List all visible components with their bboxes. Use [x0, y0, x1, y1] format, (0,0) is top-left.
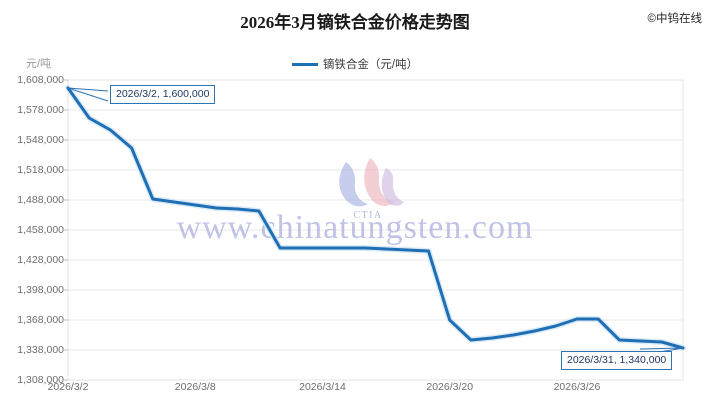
- series-line: [66, 86, 685, 350]
- x-axis-tick-label: 2026/3/26: [553, 381, 601, 393]
- y-axis-title: 元/吨: [26, 58, 52, 70]
- legend-series-label: 镝铁合金（元/吨）: [322, 59, 419, 71]
- copyright-notice: ©中钨在线: [647, 13, 702, 25]
- y-axis-tick-labels: 1,608,000 1,578,000 1,548,000 1,518,000 1,48…: [0, 0, 64, 402]
- y-axis-tick-label: 1,548,000: [17, 134, 64, 146]
- y-axis-tick-label: 1,458,000: [17, 224, 64, 236]
- legend-color-swatch: [291, 62, 318, 66]
- y-axis-tick-label: 1,608,000: [17, 74, 64, 86]
- y-axis-tick-label: 1,488,000: [17, 194, 64, 206]
- y-axis-tick-label: 1,338,000: [17, 344, 64, 356]
- y-axis-tick-label: 1,428,000: [17, 254, 64, 266]
- first-point-callout[interactable]: 2026/3/2, 1,600,000: [110, 85, 216, 104]
- y-axis-tick-label: 1,368,000: [17, 314, 64, 326]
- y-axis-tick-label: 1,578,000: [17, 104, 64, 116]
- x-axis-tick-label: 2026/3/20: [426, 381, 474, 393]
- series-line-halo: [65, 85, 686, 351]
- page-title: 2026年3月镝铁合金价格走势图: [240, 13, 470, 32]
- x-axis-tick-label: 2026/3/14: [299, 381, 346, 393]
- chart-legend: 镝铁合金（元/吨）: [0, 56, 710, 72]
- y-axis-tick-label: 1,518,000: [17, 164, 64, 176]
- y-axis-tick-marks: [64, 79, 68, 381]
- x-axis-tick-label: 2026/3/8: [174, 381, 216, 393]
- y-axis-tick-label: 1,308,000: [17, 374, 64, 386]
- first-point-leader-line: [67, 87, 109, 102]
- last-point-callout[interactable]: 2026/3/31, 1,340,000: [561, 351, 673, 370]
- y-axis-tick-label: 1,398,000: [17, 284, 64, 296]
- x-axis-tick-label: 2026/3/2: [47, 381, 89, 393]
